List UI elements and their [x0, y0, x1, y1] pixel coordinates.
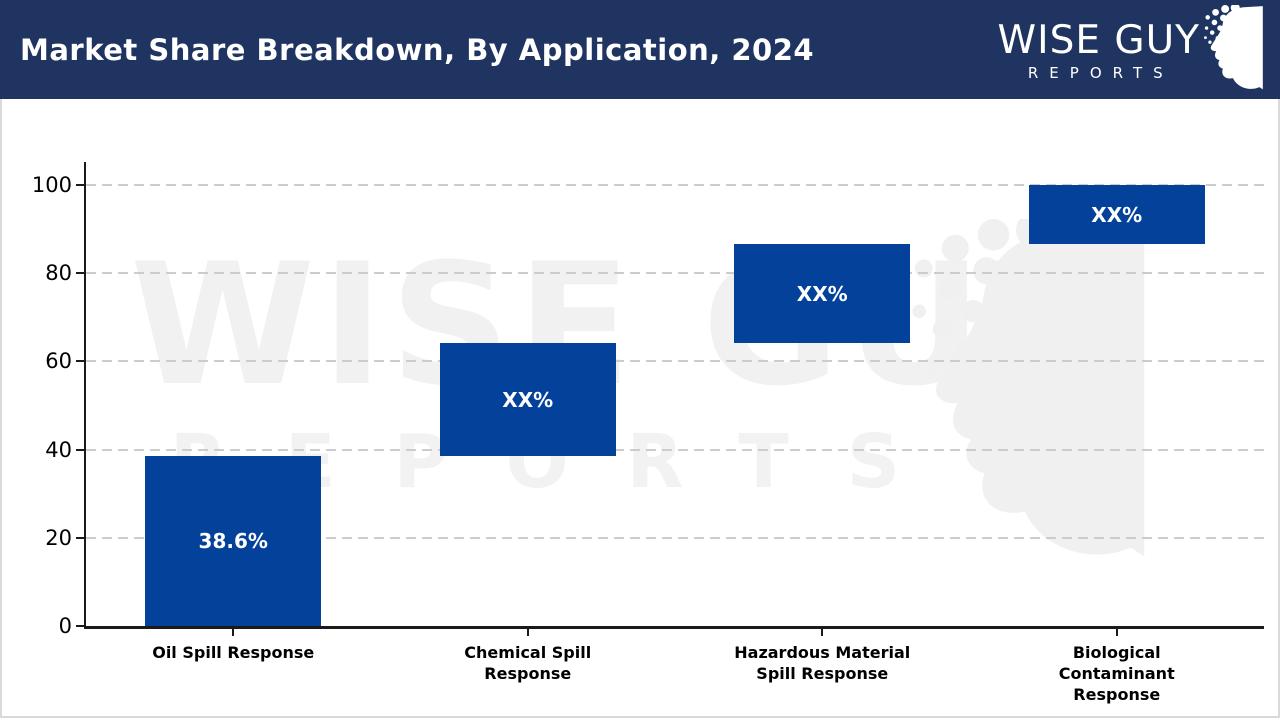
- category-label-line: Response: [484, 664, 572, 683]
- wiseguy-face-icon: [1204, 5, 1263, 90]
- y-tick-label: 100: [31, 173, 72, 198]
- x-tick-mark: [1115, 629, 1118, 636]
- category-label: Biological Contaminant Response: [977, 642, 1257, 705]
- y-tick-label: 0: [58, 614, 72, 638]
- logo-subtext: REPORTS: [1027, 64, 1174, 82]
- category-label: Chemical Spill Response: [388, 642, 668, 684]
- x-axis-line: [84, 626, 1264, 629]
- y-tick-mark: [76, 360, 84, 363]
- x-tick-mark: [232, 629, 235, 636]
- y-tick-mark: [76, 448, 84, 451]
- watermark-face-icon: [912, 219, 1145, 557]
- wiseguy-logo: WISE GUY REPORTS: [998, 4, 1272, 96]
- waterfall-bar: 38.6%: [145, 455, 322, 626]
- y-tick-label: 60: [45, 349, 72, 374]
- category-label-line: Hazardous Material: [734, 643, 911, 662]
- category-label-line: Chemical Spill: [464, 643, 592, 662]
- waterfall-bar: XX%: [734, 244, 911, 344]
- gridline: [86, 448, 1264, 451]
- y-tick-label: 80: [45, 261, 72, 286]
- gridline: [86, 360, 1264, 363]
- chart-card: WISE GUY REPORTS 0 20 40 60 80 100 38.6% Oil Sp…: [0, 99, 1280, 718]
- y-tick-label: 20: [45, 525, 72, 550]
- category-label-line: Oil Spill Response: [152, 643, 315, 662]
- y-tick-mark: [76, 184, 84, 187]
- bar-value-label: XX%: [502, 387, 554, 412]
- category-label-line: Spill Response: [756, 664, 889, 683]
- bar-value-label: XX%: [796, 281, 848, 306]
- plot-area: 0 20 40 60 80 100 38.6% Oil Spill Response XX% Ch…: [2, 99, 1278, 716]
- gridline: [86, 272, 1264, 275]
- y-tick-label: 40: [45, 437, 72, 462]
- category-label-line: Biological: [1072, 643, 1161, 662]
- category-label: Oil Spill Response: [93, 642, 373, 663]
- x-tick-mark: [526, 629, 529, 636]
- x-tick-mark: [821, 629, 824, 636]
- waterfall-bar: XX%: [439, 343, 616, 456]
- y-tick-mark: [76, 272, 84, 275]
- waterfall-bar: XX%: [1028, 185, 1205, 245]
- header-bar: Market Share Breakdown, By Application, …: [0, 0, 1280, 99]
- bar-value-label: XX%: [1091, 202, 1143, 227]
- gridline: [86, 536, 1264, 539]
- logo-wordmark: WISE GUY: [997, 18, 1200, 63]
- category-label-line: Contaminant: [1058, 664, 1175, 683]
- gridline: [86, 184, 1264, 187]
- y-axis-line: [84, 162, 86, 628]
- page-title: Market Share Breakdown, By Application, …: [20, 33, 815, 67]
- y-tick-mark: [76, 625, 84, 627]
- bar-value-label: 38.6%: [198, 528, 268, 553]
- y-tick-mark: [76, 536, 84, 539]
- category-label-line: Response: [1073, 685, 1161, 704]
- logo-text-block: WISE GUY REPORTS: [998, 18, 1200, 82]
- category-label: Hazardous Material Spill Response: [682, 642, 962, 684]
